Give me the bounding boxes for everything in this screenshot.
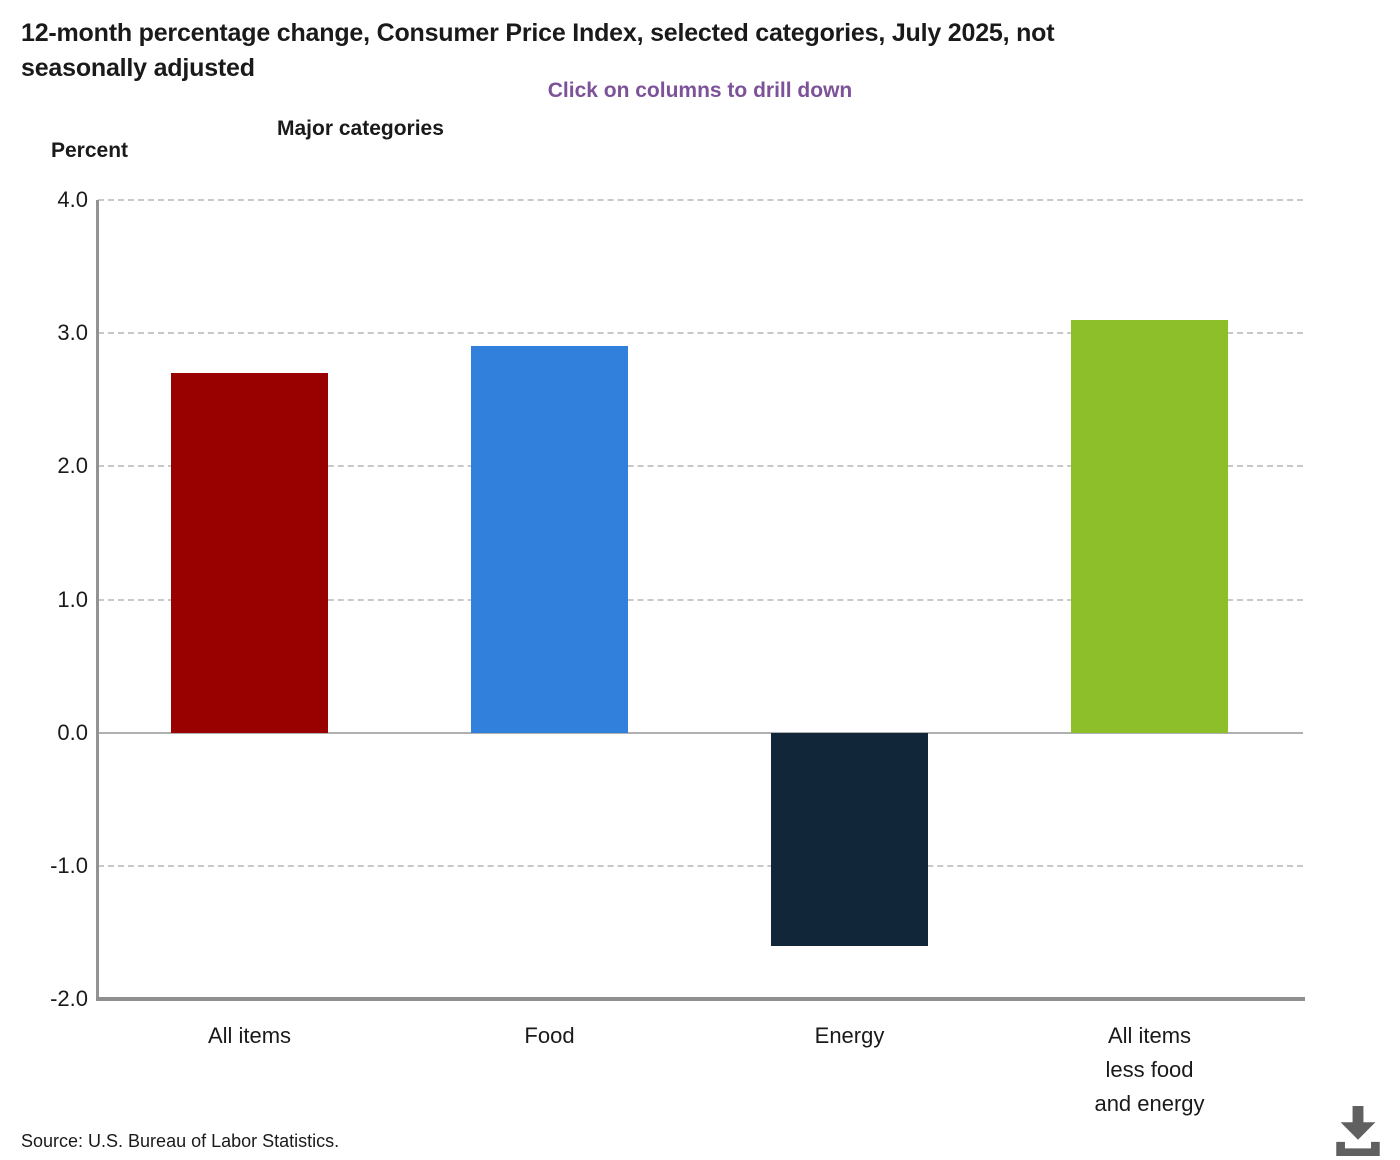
x-category-label-food: Food	[400, 1019, 700, 1053]
gridline	[98, 864, 1303, 867]
download-icon[interactable]	[1334, 1106, 1382, 1156]
x-category-label-energy: Energy	[700, 1019, 1000, 1053]
drill-down-hint: Click on columns to drill down	[547, 79, 853, 102]
y-tick-label: -1.0	[50, 852, 88, 878]
x-category-label-line: All items	[1107, 1023, 1192, 1048]
x-category-label-line: and energy	[1094, 1091, 1205, 1116]
y-tick-label: 3.0	[57, 320, 88, 346]
gridline	[98, 332, 1303, 335]
y-axis-title: Percent	[51, 139, 129, 162]
x-axis-group-label: Major categories	[277, 117, 444, 140]
bar-all-items-less-food-and-energy[interactable]	[1071, 319, 1228, 733]
bar-all-items[interactable]	[171, 373, 328, 733]
chart-title-line-1: 12-month percentage change, Consumer Pri…	[21, 19, 1055, 47]
gridline	[98, 465, 1303, 468]
x-category-label-line: All items	[207, 1023, 292, 1048]
y-tick-label: 1.0	[57, 586, 88, 612]
bar-food[interactable]	[471, 346, 628, 733]
x-category-label-line: Energy	[814, 1023, 885, 1048]
gridline	[98, 598, 1303, 601]
x-axis-line	[96, 997, 1305, 1001]
source-note: Source: U.S. Bureau of Labor Statistics.	[21, 1131, 340, 1151]
y-tick-label: 4.0	[57, 187, 88, 212]
zero-gridline	[98, 731, 1303, 734]
x-category-label-all-items-less-food-and-energy: All items less food and energy	[1000, 1019, 1300, 1121]
y-tick-label: -2.0	[50, 986, 88, 1011]
chart-title: 12-month percentage change, Consumer Pri…	[21, 16, 1361, 86]
x-category-label-line: less food	[1105, 1057, 1194, 1082]
y-axis-line	[96, 200, 99, 999]
y-tick-label: 2.0	[57, 453, 88, 479]
subtitle-wrap: Click on columns to drill down	[0, 79, 1400, 103]
gridline	[98, 199, 1303, 201]
chart-title-line-2: seasonally adjusted	[21, 54, 255, 82]
x-category-label-all-items: All items	[100, 1019, 400, 1053]
bar-energy[interactable]	[771, 732, 928, 946]
x-category-label-line: Food	[524, 1023, 575, 1048]
y-tick-label: 0.0	[57, 719, 88, 745]
